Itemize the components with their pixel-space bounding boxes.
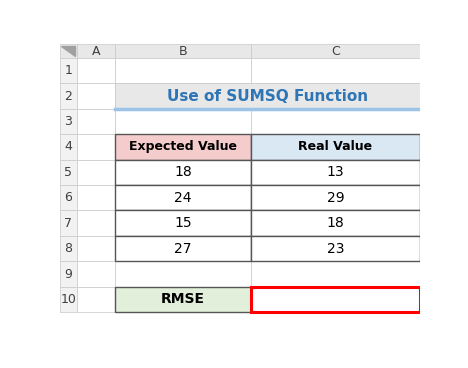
- Bar: [251, 134, 420, 160]
- Bar: [115, 287, 251, 312]
- Text: 15: 15: [174, 216, 192, 230]
- Bar: [115, 84, 251, 109]
- Bar: [251, 287, 420, 312]
- Bar: [59, 109, 77, 134]
- Bar: [251, 210, 420, 236]
- Bar: [251, 84, 420, 109]
- Bar: [59, 261, 77, 287]
- Text: 6: 6: [64, 191, 72, 204]
- Text: Use of SUMSQ Function: Use of SUMSQ Function: [167, 89, 368, 104]
- Text: 13: 13: [327, 165, 344, 179]
- Text: 4: 4: [64, 141, 72, 153]
- Text: 10: 10: [60, 293, 76, 306]
- Text: Real Value: Real Value: [298, 141, 373, 153]
- Bar: [59, 58, 77, 84]
- Text: 23: 23: [327, 242, 344, 256]
- Text: C: C: [331, 45, 340, 57]
- Bar: [251, 236, 420, 261]
- Bar: [77, 287, 115, 312]
- Bar: [115, 109, 251, 134]
- Bar: [115, 160, 251, 185]
- Bar: [251, 160, 420, 185]
- Bar: [77, 210, 115, 236]
- Bar: [59, 287, 77, 312]
- Text: RMSE: RMSE: [161, 293, 205, 307]
- Text: 2: 2: [64, 90, 72, 103]
- Text: 18: 18: [327, 216, 344, 230]
- Bar: [251, 109, 420, 134]
- Bar: [115, 160, 251, 185]
- Bar: [251, 185, 420, 210]
- Bar: [77, 261, 115, 287]
- Bar: [115, 210, 251, 236]
- Bar: [59, 44, 77, 58]
- Bar: [77, 160, 115, 185]
- Bar: [77, 134, 115, 160]
- Bar: [115, 44, 251, 58]
- Bar: [115, 287, 251, 312]
- Text: A: A: [92, 45, 100, 57]
- Bar: [77, 44, 115, 58]
- Bar: [115, 261, 251, 287]
- Bar: [251, 261, 420, 287]
- Bar: [59, 236, 77, 261]
- Bar: [115, 134, 251, 160]
- Text: B: B: [179, 45, 187, 57]
- Bar: [115, 84, 420, 109]
- Bar: [59, 84, 77, 109]
- Text: Expected Value: Expected Value: [129, 141, 237, 153]
- Bar: [77, 236, 115, 261]
- Text: 1: 1: [64, 64, 72, 77]
- Bar: [59, 134, 77, 160]
- Bar: [77, 58, 115, 84]
- Bar: [115, 236, 251, 261]
- Text: 24: 24: [174, 191, 191, 205]
- Bar: [115, 185, 251, 210]
- Text: 7: 7: [64, 217, 72, 230]
- Bar: [251, 287, 420, 312]
- Bar: [251, 58, 420, 84]
- Bar: [59, 185, 77, 210]
- Text: 29: 29: [327, 191, 344, 205]
- Text: 27: 27: [174, 242, 191, 256]
- Text: 18: 18: [174, 165, 192, 179]
- Bar: [115, 185, 251, 210]
- Bar: [115, 134, 251, 160]
- Bar: [251, 210, 420, 236]
- Bar: [77, 109, 115, 134]
- Bar: [59, 210, 77, 236]
- Bar: [115, 236, 251, 261]
- Bar: [251, 134, 420, 160]
- Bar: [115, 58, 251, 84]
- Text: 8: 8: [64, 242, 72, 255]
- Text: 5: 5: [64, 166, 72, 179]
- Bar: [251, 160, 420, 185]
- Bar: [77, 84, 115, 109]
- Bar: [59, 160, 77, 185]
- Polygon shape: [61, 46, 75, 56]
- Bar: [251, 44, 420, 58]
- Bar: [251, 185, 420, 210]
- Text: 3: 3: [64, 115, 72, 128]
- Text: 9: 9: [64, 268, 72, 280]
- Bar: [77, 185, 115, 210]
- Bar: [115, 210, 251, 236]
- Bar: [251, 236, 420, 261]
